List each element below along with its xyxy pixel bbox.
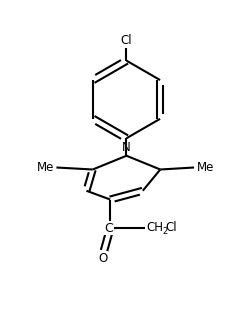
Text: O: O	[98, 252, 107, 265]
Text: Me: Me	[196, 161, 213, 173]
Text: C: C	[104, 222, 113, 235]
Text: N: N	[122, 141, 130, 154]
Text: Cl: Cl	[165, 221, 177, 234]
Text: 2: 2	[161, 227, 167, 236]
Text: Me: Me	[37, 161, 54, 173]
Text: CH: CH	[146, 221, 163, 234]
Text: Cl: Cl	[120, 35, 132, 47]
